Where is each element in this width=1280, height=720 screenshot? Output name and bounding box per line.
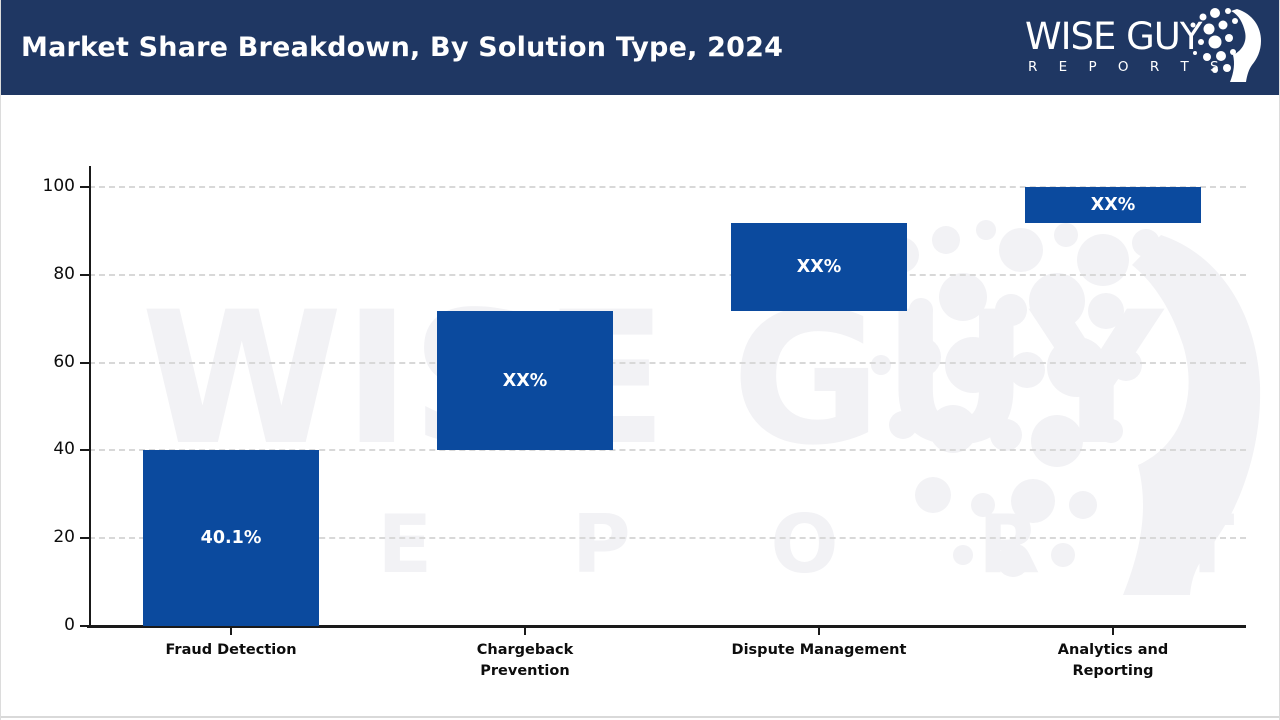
gridline (89, 361, 1246, 364)
x-axis-line (87, 625, 1246, 628)
bar-analytics-and-reporting: XX% (1025, 187, 1201, 223)
bar-value-label: 40.1% (200, 527, 262, 548)
watermark-face-icon (871, 220, 1261, 595)
y-axis-tick-label: 20 (53, 527, 75, 548)
y-axis-tick-label: 0 (64, 615, 75, 635)
gridline (89, 449, 1246, 452)
x-axis-category-label-line: Chargeback (476, 642, 574, 658)
y-axis-tick-label: 40 (53, 439, 75, 460)
x-axis-tick (524, 628, 526, 635)
y-axis-tick (80, 625, 89, 627)
x-axis-tick (230, 628, 232, 635)
x-axis-category-label-line: Reporting (1072, 663, 1154, 680)
header-bar: Market Share Breakdown, By Solution Type… (1, 0, 1279, 95)
bar-dispute-management: XX% (731, 222, 907, 312)
gridline (89, 273, 1246, 276)
watermark-subtitle: R E P O R T S (176, 498, 1280, 591)
y-axis-line (89, 166, 91, 628)
x-axis-category-label-line: Analytics and (1057, 642, 1169, 658)
bottom-border (1, 716, 1279, 718)
chart-title: Market Share Breakdown, By Solution Type… (21, 32, 784, 63)
gridline (89, 537, 1246, 540)
bar-fraud-detection: 40.1% (143, 449, 319, 626)
bar-value-label: XX% (796, 256, 842, 277)
x-axis-tick (818, 628, 820, 635)
x-axis-category-label-line: Prevention (480, 663, 570, 680)
bar-value-label: XX% (502, 370, 548, 391)
bar-value-label: XX% (1090, 194, 1136, 215)
wise-guy-logo: WISE GUY R E P O R T S (1025, 5, 1263, 91)
y-axis-tick (80, 273, 89, 276)
logo-wordmark: WISE GUY (1025, 15, 1203, 58)
x-axis-category-label: Chargeback Prevention (405, 640, 645, 682)
x-axis-category-label: Analytics and Reporting (993, 640, 1233, 682)
x-axis-tick (1112, 628, 1114, 635)
x-axis-category-label-line: Fraud Detection (165, 642, 297, 658)
logo-subtitle: R E P O R T S (1028, 59, 1227, 75)
gridline (89, 186, 1246, 188)
wise-guy-logo-graphic: WISE GUY R E P O R T S (1025, 7, 1261, 82)
y-axis-tick (80, 537, 89, 540)
logo-face-icon (1190, 7, 1261, 82)
y-axis-tick-label: 60 (53, 351, 75, 372)
x-axis-category-label: Dispute Management (699, 640, 939, 661)
y-axis-tick-label: 80 (53, 263, 75, 284)
x-axis-category-label: Fraud Detection (111, 640, 351, 661)
bar-chargeback-prevention: XX% (437, 311, 613, 450)
x-axis-category-label-line: Dispute Management (731, 642, 907, 658)
y-axis-tick (80, 186, 89, 188)
y-axis-tick (80, 449, 89, 452)
y-axis-tick (80, 361, 89, 364)
y-axis-tick-label: 100 (42, 176, 75, 196)
